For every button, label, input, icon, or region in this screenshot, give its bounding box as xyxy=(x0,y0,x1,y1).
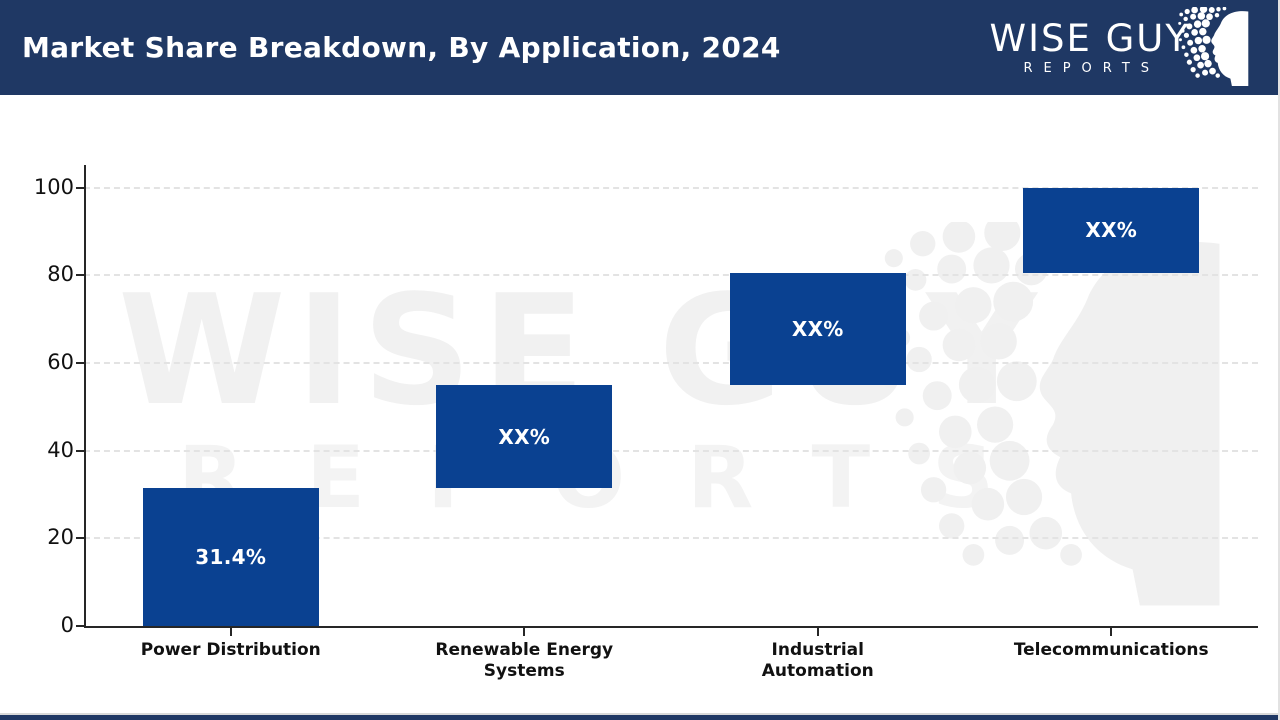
y-tick-0 xyxy=(76,625,84,627)
gridline-60 xyxy=(84,361,1258,364)
category-label-line: Renewable Energy xyxy=(435,640,614,660)
y-tick-label-60: 60 xyxy=(47,349,74,374)
x-tick-power-distribution xyxy=(229,628,232,636)
watermark-head-icon xyxy=(879,222,1220,606)
y-tick-100 xyxy=(76,186,84,189)
bar-industrial-automation: XX% xyxy=(729,273,906,386)
x-tick-industrial-automation xyxy=(816,628,819,636)
bar-value-label-telecommunications: XX% xyxy=(1085,218,1138,243)
dotted-head-icon xyxy=(1178,6,1249,86)
bar-telecommunications: XX% xyxy=(1023,187,1200,273)
y-tick-label-100: 100 xyxy=(33,174,74,199)
gridline-40 xyxy=(84,449,1258,452)
page-title: Market Share Breakdown, By Application, … xyxy=(22,31,781,64)
logo-text: WISE GUY REPORTS xyxy=(990,20,1190,75)
wise-guy-reports-logo: WISE GUY REPORTS xyxy=(990,6,1252,89)
header-bar: Market Share Breakdown, By Application, … xyxy=(0,0,1278,95)
gridline-100 xyxy=(84,186,1258,189)
category-label-line: Automation xyxy=(761,661,874,682)
category-label-industrial-automation: Industrial Automation xyxy=(688,640,948,683)
y-axis-line xyxy=(84,165,86,628)
y-tick-label-40: 40 xyxy=(47,437,74,462)
y-tick-80 xyxy=(76,274,84,277)
category-label-telecommunications: Telecommunications xyxy=(981,640,1241,661)
y-tick-label-0: 0 xyxy=(60,613,74,637)
category-label-power-distribution: Power Distribution xyxy=(101,640,361,661)
y-tick-60 xyxy=(76,361,84,364)
x-tick-telecommunications xyxy=(1110,628,1113,636)
bar-value-label-industrial-automation: XX% xyxy=(791,317,844,342)
y-tick-20 xyxy=(76,537,84,540)
bar-value-label-power-distribution: 31.4% xyxy=(195,545,267,570)
category-label-line: Industrial xyxy=(771,640,864,660)
gridline-80 xyxy=(84,274,1258,277)
category-label-line: Power Distribution xyxy=(140,640,321,660)
x-axis-line xyxy=(84,626,1258,628)
bar-renewable-energy-systems: XX% xyxy=(436,385,613,489)
category-label-renewable-energy-systems: Renewable Energy Systems xyxy=(394,640,654,683)
y-tick-label-80: 80 xyxy=(47,262,74,287)
y-tick-label-20: 20 xyxy=(47,525,74,550)
gridline-20 xyxy=(84,537,1258,540)
x-tick-renewable-energy-systems xyxy=(523,628,526,636)
category-label-line: Systems xyxy=(483,661,565,682)
bar-power-distribution: 31.4% xyxy=(142,488,319,626)
y-tick-40 xyxy=(76,449,84,452)
logo-wordmark: WISE GUY xyxy=(989,17,1190,60)
footer-bar xyxy=(0,713,1278,720)
bar-value-label-renewable-energy-systems: XX% xyxy=(498,424,551,449)
logo-subtitle: REPORTS xyxy=(1023,61,1161,76)
category-label-line: Telecommunications xyxy=(1013,640,1209,660)
